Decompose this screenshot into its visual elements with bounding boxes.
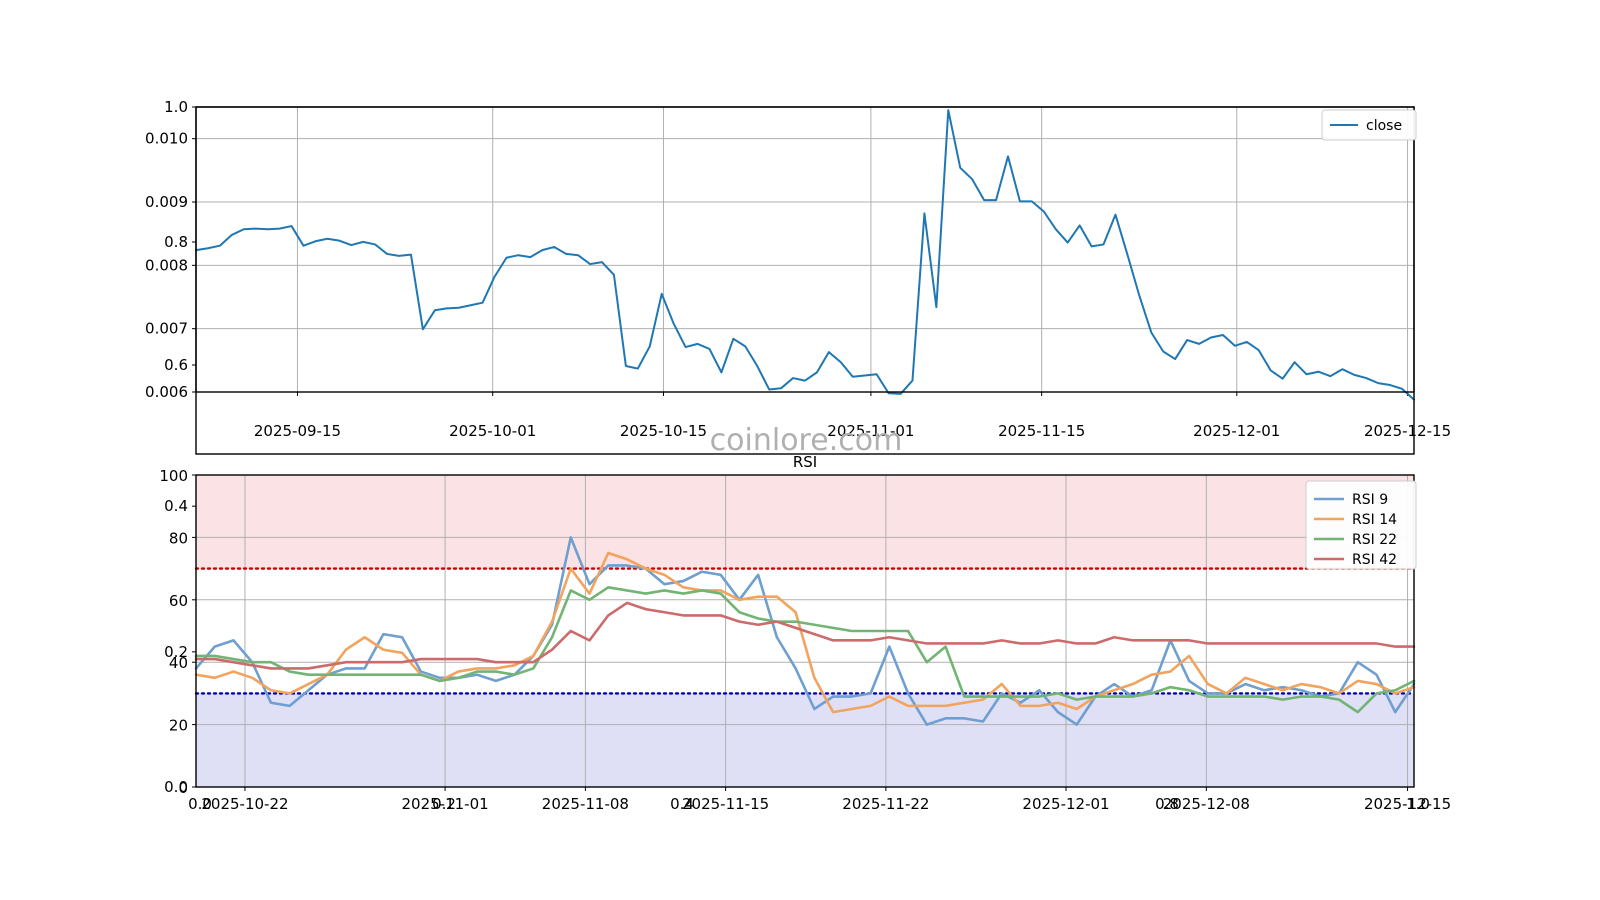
price-x-tick-label: 2025-10-01: [449, 422, 536, 440]
price-panel-frame: [195, 106, 1415, 455]
rsi-oversold-band: [196, 693, 1414, 787]
rsi-chart-title: RSI: [793, 453, 817, 471]
price-x-tick-label: 2025-11-01: [827, 422, 914, 440]
price-x-tick-label: 2025-12-01: [1193, 422, 1280, 440]
price-y-tick-label-secondary: 0.8: [164, 233, 188, 251]
price-x-tick-label: 2025-11-15: [998, 422, 1085, 440]
rsi-x-tick-label: 2025-11-22: [842, 795, 929, 813]
rsi-x-tick-label: 2025-12-01: [1022, 795, 1109, 813]
price-y-tick-label: 0.007: [145, 320, 188, 338]
price-y-tick-label: 0.008: [145, 256, 188, 274]
rsi-series-line-rsi-42: [194, 601, 1416, 670]
rsi-y-tick-label-secondary: 0.0: [164, 778, 188, 796]
watermark-text: coinlore.com: [710, 423, 903, 458]
rsi-x-tick-label: 2025-12-08: [1163, 795, 1250, 813]
rsi-y-tick-label-secondary: 0.2: [164, 643, 188, 661]
rsi-axes-frame: [195, 474, 1415, 788]
price-legend-box[interactable]: [1321, 109, 1417, 141]
price-y-tick-label-secondary: 0.6: [164, 356, 188, 374]
price-x-tick-label: 2025-12-15: [1364, 422, 1451, 440]
rsi-y-tick-label: 40: [169, 654, 188, 672]
rsi-series-line-rsi-9: [194, 536, 1416, 726]
rsi-x-tick-label: 2025-11-01: [401, 795, 488, 813]
rsi-legend-box[interactable]: [1305, 480, 1417, 570]
rsi-x-tick-label-secondary: 0.8: [1155, 795, 1179, 813]
rsi-legend-label-rsi-9: RSI 9: [1352, 492, 1388, 508]
rsi-y-tick-label: 100: [159, 467, 188, 485]
rsi-y-tick-label: 20: [169, 717, 188, 735]
rsi-x-tick-label: 2025-10-22: [201, 795, 288, 813]
rsi-legend-label-rsi-42: RSI 42: [1352, 552, 1397, 568]
price-y-tick-label: 0.009: [145, 193, 188, 211]
rsi-x-tick-label: 2025-11-15: [682, 795, 769, 813]
price-y-tick-label: 0.006: [145, 383, 188, 401]
rsi-y-tick-label: 0: [178, 779, 188, 797]
rsi-x-tick-label-secondary: 0.4: [670, 795, 694, 813]
price-x-tick-label: 2025-09-15: [254, 422, 341, 440]
rsi-y-tick-label: 60: [169, 592, 188, 610]
price-y-tick-label: 0.010: [145, 130, 188, 148]
rsi-legend-label-rsi-14: RSI 14: [1352, 512, 1397, 528]
rsi-x-tick-label: 2025-11-08: [542, 795, 629, 813]
rsi-overbought-band: [196, 475, 1414, 569]
price-plot-background: [196, 107, 1414, 392]
rsi-x-tick-label: 2025-12-15: [1364, 795, 1451, 813]
rsi-legend-label-rsi-22: RSI 22: [1352, 532, 1397, 548]
rsi-x-tick-label-secondary: 1.0: [1406, 795, 1430, 813]
rsi-series-line-rsi-14: [194, 551, 1416, 714]
price-legend-label-close: close: [1366, 118, 1402, 134]
rsi-x-tick-label-secondary: 0.2: [432, 795, 456, 813]
rsi-y-tick-label: 80: [169, 529, 188, 547]
rsi-x-tick-label-secondary: 0.0: [188, 795, 212, 813]
rsi-y-tick-label-secondary: 0.4: [164, 497, 188, 515]
rsi-series-line-rsi-22: [194, 586, 1416, 714]
price-close-line: [195, 109, 1415, 401]
price-x-tick-label: 2025-10-15: [620, 422, 707, 440]
price-y-tick-label-secondary: 1.0: [164, 98, 188, 116]
